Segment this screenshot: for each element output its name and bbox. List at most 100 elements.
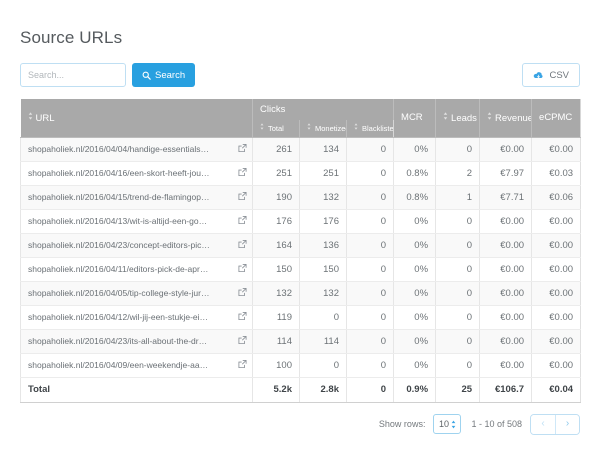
cell-leads: 0: [435, 137, 481, 162]
cell-ecpmc: €0.03: [531, 161, 582, 186]
cell-clicks-monetized: 0: [299, 305, 347, 330]
cell-url: shopaholiek.nl/2016/04/12/wil-jij-een-st…: [20, 305, 253, 330]
cell-clicks-monetized: 114: [299, 329, 347, 354]
cell-leads: 0: [435, 281, 481, 306]
external-link-icon[interactable]: [238, 215, 247, 227]
table-row: shopaholiek.nl/2016/04/16/een-skort-heef…: [20, 161, 582, 186]
next-page-button[interactable]: ›: [555, 414, 579, 434]
total-clicks-blacklisted: 0: [346, 376, 395, 403]
cell-clicks-total: 164: [252, 233, 300, 258]
column-header-leads[interactable]: Leads: [435, 99, 481, 138]
cell-ecpmc: €0.00: [531, 209, 582, 234]
search-icon: [142, 71, 151, 80]
table-total-row: Total 5.2k 2.8k 0 0.9% 25 €106.7 €0.04: [20, 376, 582, 403]
total-ecpmc: €0.04: [531, 376, 582, 403]
cell-revenue: €0.00: [479, 233, 533, 258]
cell-url: shopaholiek.nl/2016/04/11/editors-pick-d…: [20, 257, 253, 282]
cell-revenue: €0.00: [479, 257, 533, 282]
table-row: shopaholiek.nl/2016/04/09/een-weekendje-…: [20, 353, 582, 378]
cell-clicks-total: 119: [252, 305, 300, 330]
csv-export-button[interactable]: CSV: [522, 63, 580, 87]
total-label: Total: [20, 376, 253, 403]
column-header-url-label: URL: [35, 112, 55, 124]
column-header-clicks-monetized-label: Monetized: [315, 124, 347, 134]
previous-page-button[interactable]: ‹: [531, 414, 555, 434]
external-link-icon[interactable]: [238, 335, 247, 347]
cell-revenue: €0.00: [479, 281, 533, 306]
cell-mcr: 0.8%: [393, 161, 437, 186]
table-row: shopaholiek.nl/2016/04/23/its-all-about-…: [20, 329, 582, 354]
external-link-icon[interactable]: [238, 239, 247, 251]
column-header-clicks-total[interactable]: Total: [252, 120, 300, 138]
url-text: shopaholiek.nl/2016/04/15/trend-de-flami…: [28, 192, 210, 203]
sort-icon: [487, 112, 492, 123]
cell-ecpmc: €0.00: [531, 305, 582, 330]
cell-clicks-total: 261: [252, 137, 300, 162]
cell-leads: 1: [435, 185, 481, 210]
table-row: shopaholiek.nl/2016/04/11/editors-pick-d…: [20, 257, 582, 282]
cell-revenue: €0.00: [479, 329, 533, 354]
external-link-icon[interactable]: [238, 359, 247, 371]
search-input[interactable]: [20, 63, 126, 87]
url-text: shopaholiek.nl/2016/04/05/tip-college-st…: [28, 288, 210, 299]
cell-mcr: 0%: [393, 329, 437, 354]
column-header-ecpmc[interactable]: eCPMC: [531, 99, 582, 138]
cell-leads: 0: [435, 233, 481, 258]
external-link-icon[interactable]: [238, 263, 247, 275]
cell-clicks-blacklisted: 0: [346, 161, 395, 186]
column-header-url[interactable]: URL: [20, 99, 253, 138]
column-header-mcr-label: MCR: [401, 112, 423, 124]
cell-clicks-monetized: 176: [299, 209, 347, 234]
cell-ecpmc: €0.00: [531, 233, 582, 258]
cell-clicks-total: 114: [252, 329, 300, 354]
table-header-row-main: URL Clicks MCR Leads Revenue: [20, 99, 582, 138]
pagination-controls: ‹ ›: [530, 413, 580, 435]
cell-clicks-blacklisted: 0: [346, 185, 395, 210]
url-text: shopaholiek.nl/2016/04/23/its-all-about-…: [28, 336, 210, 347]
pagination-range-label: 1 - 10 of 508: [471, 419, 522, 429]
cell-clicks-monetized: 132: [299, 281, 347, 306]
external-link-icon[interactable]: [238, 311, 247, 323]
external-link-icon[interactable]: [238, 191, 247, 203]
cell-clicks-blacklisted: 0: [346, 281, 395, 306]
cell-clicks-monetized: 0: [299, 353, 347, 378]
cell-ecpmc: €0.00: [531, 281, 582, 306]
search-button[interactable]: Search: [132, 63, 196, 87]
cell-url: shopaholiek.nl/2016/04/09/een-weekendje-…: [20, 353, 253, 378]
external-link-icon[interactable]: [238, 143, 247, 155]
search-button-label: Search: [155, 69, 186, 81]
cell-clicks-blacklisted: 0: [346, 209, 395, 234]
cell-revenue: €0.00: [479, 137, 533, 162]
column-header-ecpmc-label: eCPMC: [539, 112, 573, 124]
cell-clicks-monetized: 251: [299, 161, 347, 186]
url-text: shopaholiek.nl/2016/04/13/wit-is-altijd-…: [28, 216, 210, 227]
total-mcr: 0.9%: [393, 376, 437, 403]
external-link-icon[interactable]: [238, 167, 247, 179]
cell-ecpmc: €0.00: [531, 257, 582, 282]
rows-per-page-stepper[interactable]: 10: [433, 414, 462, 434]
column-header-clicks-label: Clicks: [260, 104, 286, 115]
cell-clicks-blacklisted: 0: [346, 257, 395, 282]
url-text: shopaholiek.nl/2016/04/16/een-skort-heef…: [28, 168, 210, 179]
url-text: shopaholiek.nl/2016/04/04/handige-essent…: [28, 144, 210, 155]
cell-leads: 0: [435, 209, 481, 234]
column-header-clicks-blacklisted[interactable]: Blacklisted: [346, 120, 395, 138]
cell-url: shopaholiek.nl/2016/04/15/trend-de-flami…: [20, 185, 253, 210]
column-header-clicks: Clicks: [252, 99, 395, 120]
cell-url: shopaholiek.nl/2016/04/05/tip-college-st…: [20, 281, 253, 306]
cell-revenue: €0.00: [479, 353, 533, 378]
cell-clicks-monetized: 132: [299, 185, 347, 210]
external-link-icon[interactable]: [238, 287, 247, 299]
source-urls-table: URL Clicks MCR Leads Revenue: [20, 99, 582, 403]
cell-clicks-blacklisted: 0: [346, 329, 395, 354]
sort-icon: [28, 112, 33, 123]
cell-leads: 2: [435, 161, 481, 186]
column-header-revenue[interactable]: Revenue: [479, 99, 533, 138]
csv-button-label: CSV: [549, 69, 569, 81]
page-title: Source URLs: [20, 28, 123, 47]
cell-ecpmc: €0.00: [531, 137, 582, 162]
cell-clicks-total: 190: [252, 185, 300, 210]
column-header-mcr[interactable]: MCR: [393, 99, 437, 138]
cell-url: shopaholiek.nl/2016/04/23/concept-editor…: [20, 233, 253, 258]
column-header-clicks-monetized[interactable]: Monetized: [299, 120, 347, 138]
